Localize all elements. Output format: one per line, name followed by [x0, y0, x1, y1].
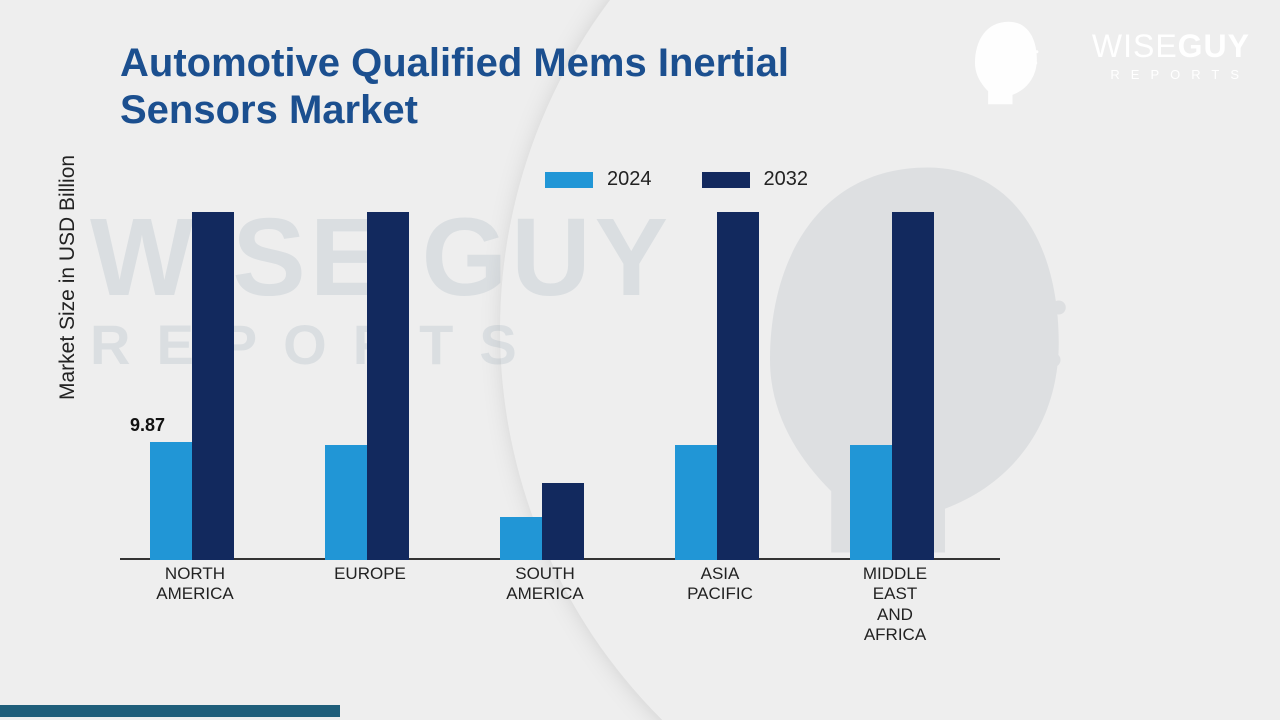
legend-label-2024: 2024: [607, 168, 652, 191]
canvas: WISE GUY REPORTS Automotive Qualified Me…: [0, 0, 1280, 720]
legend-label-2032: 2032: [764, 168, 809, 191]
bar-2032: [717, 212, 759, 560]
legend: 2024 2032: [545, 168, 808, 191]
bar-2032: [542, 483, 584, 560]
bar-2024: [325, 445, 367, 560]
bar-2024: [850, 445, 892, 560]
x-axis-label: ASIA PACIFIC: [650, 564, 790, 605]
brand-logo-sub: REPORTS: [1092, 67, 1250, 82]
legend-swatch-2032: [702, 172, 750, 188]
bar-2024: [150, 442, 192, 560]
x-axis-label: NORTH AMERICA: [125, 564, 265, 605]
bar-2032: [192, 212, 234, 560]
x-axis-label: MIDDLE EAST AND AFRICA: [825, 564, 965, 646]
legend-swatch-2024: [545, 172, 593, 188]
bar-2024: [500, 517, 542, 560]
brand-word2: GUY: [1178, 28, 1250, 64]
brand-logo: WISEGUY REPORTS: [1092, 28, 1250, 82]
bottom-accent-bar: [0, 705, 340, 717]
brand-band: [960, 0, 1280, 720]
bar-value-label: 9.87: [130, 415, 165, 436]
logo-head-icon: [960, 18, 1050, 108]
chart-title: Automotive Qualified Mems Inertial Senso…: [120, 40, 840, 134]
brand-word1: WISE: [1092, 28, 1178, 64]
bar-2024: [675, 445, 717, 560]
bar-2032: [892, 212, 934, 560]
bar-2032: [367, 212, 409, 560]
x-axis-label: SOUTH AMERICA: [475, 564, 615, 605]
chart-plot-area: 9.87: [120, 200, 1000, 560]
y-axis-label: Market Size in USD Billion: [56, 155, 80, 400]
legend-item-2032: 2032: [702, 168, 809, 191]
x-axis-label: EUROPE: [300, 564, 440, 584]
legend-item-2024: 2024: [545, 168, 652, 191]
brand-logo-main: WISEGUY: [1092, 28, 1250, 65]
